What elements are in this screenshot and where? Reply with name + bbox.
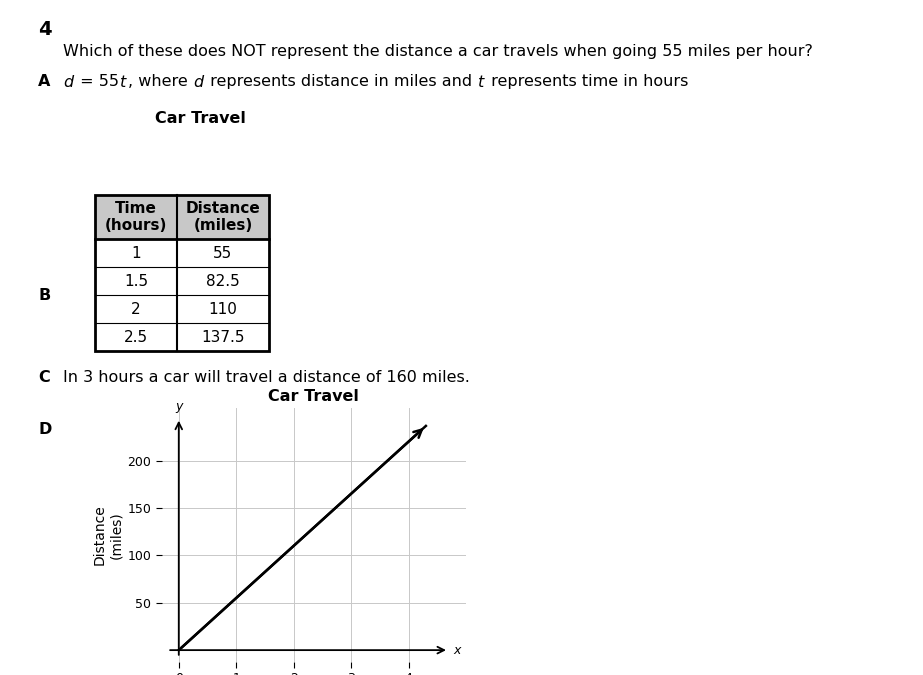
Title: Car Travel: Car Travel — [269, 389, 359, 404]
Text: $t$: $t$ — [477, 74, 486, 90]
Text: 1.5: 1.5 — [124, 273, 148, 288]
Text: Distance
(miles): Distance (miles) — [186, 200, 260, 233]
Text: 4: 4 — [38, 20, 52, 39]
Text: = 55: = 55 — [76, 74, 119, 89]
Y-axis label: Distance
(miles): Distance (miles) — [93, 505, 123, 566]
Text: D: D — [38, 423, 52, 437]
Text: 82.5: 82.5 — [206, 273, 240, 288]
Text: 1: 1 — [131, 246, 141, 261]
Text: 2.5: 2.5 — [124, 329, 148, 344]
Text: 110: 110 — [209, 302, 237, 317]
Text: C: C — [38, 370, 50, 385]
Bar — [95, 195, 269, 351]
Text: 55: 55 — [213, 246, 233, 261]
Text: y: y — [175, 400, 183, 413]
Bar — [95, 195, 269, 239]
Text: In 3 hours a car will travel a distance of 160 miles.: In 3 hours a car will travel a distance … — [63, 370, 470, 385]
Text: $t$: $t$ — [119, 74, 128, 90]
Text: $d$: $d$ — [193, 74, 205, 90]
Text: represents time in hours: represents time in hours — [486, 74, 689, 89]
Text: $d$: $d$ — [63, 74, 76, 90]
Text: A: A — [38, 74, 51, 89]
Bar — [95, 295, 269, 323]
Text: 2: 2 — [131, 302, 141, 317]
Text: Time
(hours): Time (hours) — [105, 200, 167, 233]
Text: , where: , where — [128, 74, 193, 89]
Bar — [95, 267, 269, 295]
Text: represents distance in miles and: represents distance in miles and — [205, 74, 477, 89]
Text: Which of these does NOT represent the distance a car travels when going 55 miles: Which of these does NOT represent the di… — [63, 44, 813, 59]
Bar — [95, 239, 269, 267]
Bar — [95, 323, 269, 351]
Text: Car Travel: Car Travel — [154, 111, 246, 126]
Text: 137.5: 137.5 — [201, 329, 245, 344]
Text: x: x — [453, 644, 461, 657]
Text: B: B — [38, 288, 50, 302]
